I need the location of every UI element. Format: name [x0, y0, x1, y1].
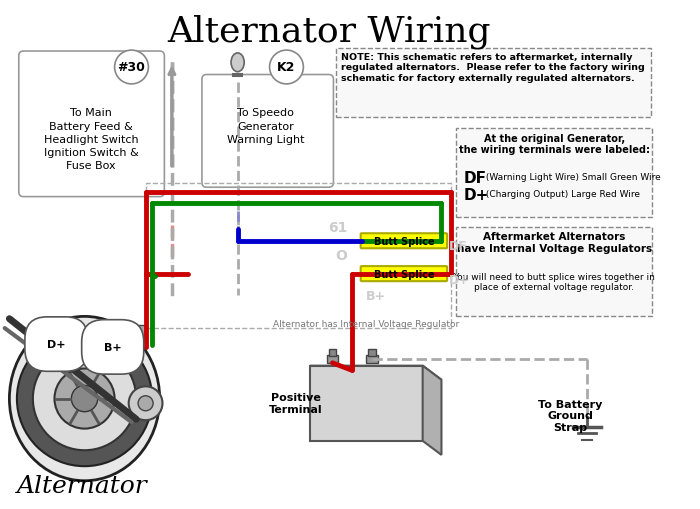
Text: At the original Generator,
the wiring terminals were labeled:: At the original Generator, the wiring te… [458, 133, 650, 155]
Bar [327, 356, 338, 363]
Bar [456, 227, 652, 316]
Text: To Speedo
Generator
Warning Light: To Speedo Generator Warning Light [227, 108, 304, 145]
FancyBboxPatch shape [19, 52, 164, 197]
Text: DF: DF [464, 171, 487, 186]
Circle shape [138, 396, 153, 411]
Text: DF: DF [449, 240, 468, 252]
Text: O: O [336, 248, 347, 262]
Circle shape [33, 347, 136, 450]
Text: (Warning Light Wire) Small Green Wire: (Warning Light Wire) Small Green Wire [483, 173, 661, 182]
Text: Alternator: Alternator [17, 474, 148, 497]
Text: Aftermarket Alternators
have Internal Voltage Regulators: Aftermarket Alternators have Internal Vo… [456, 232, 652, 253]
Text: Alternator has Internal Voltage Regulator: Alternator has Internal Voltage Regulato… [273, 319, 459, 328]
Polygon shape [310, 366, 442, 380]
Text: To Main
Battery Feed &
Headlight Switch
Ignition Switch &
Fuse Box: To Main Battery Feed & Headlight Switch … [43, 108, 139, 171]
Bar [368, 349, 376, 357]
Text: 61: 61 [328, 220, 347, 234]
Polygon shape [423, 366, 442, 455]
Text: Butt Splice: Butt Splice [374, 236, 434, 246]
Circle shape [129, 387, 162, 420]
Bar [336, 49, 651, 118]
FancyBboxPatch shape [202, 75, 333, 188]
Text: D+: D+ [449, 273, 470, 286]
Circle shape [270, 51, 303, 84]
Text: You will need to butt splice wires together in
place of external voltage regulat: You will need to butt splice wires toget… [453, 272, 655, 292]
Polygon shape [310, 366, 423, 441]
Text: B+: B+ [104, 342, 122, 352]
Text: To Battery
Ground
Strap: To Battery Ground Strap [538, 399, 602, 432]
Text: #30: #30 [118, 62, 146, 74]
Ellipse shape [9, 317, 160, 481]
Bar [456, 129, 652, 218]
Circle shape [17, 331, 152, 466]
Bar [146, 183, 451, 328]
Text: Alternator Wiring: Alternator Wiring [167, 14, 491, 49]
Text: (Charging Output) Large Red Wire: (Charging Output) Large Red Wire [483, 190, 640, 199]
Circle shape [115, 51, 148, 84]
Bar [329, 349, 336, 357]
Circle shape [71, 386, 98, 412]
Ellipse shape [231, 54, 244, 73]
Bar [366, 356, 377, 363]
FancyBboxPatch shape [360, 234, 447, 249]
Circle shape [55, 369, 115, 429]
Text: D+: D+ [464, 188, 489, 203]
Text: Positive
Terminal: Positive Terminal [269, 392, 323, 414]
Text: K2: K2 [277, 62, 295, 74]
FancyBboxPatch shape [360, 267, 447, 281]
Text: D+: D+ [47, 340, 66, 349]
Bar [118, 326, 145, 343]
Text: B+: B+ [366, 289, 386, 302]
Text: Butt Splice: Butt Splice [374, 269, 434, 279]
Text: NOTE: This schematic refers to aftermarket, internally
regulated alternators.  P: NOTE: This schematic refers to aftermark… [341, 53, 645, 82]
